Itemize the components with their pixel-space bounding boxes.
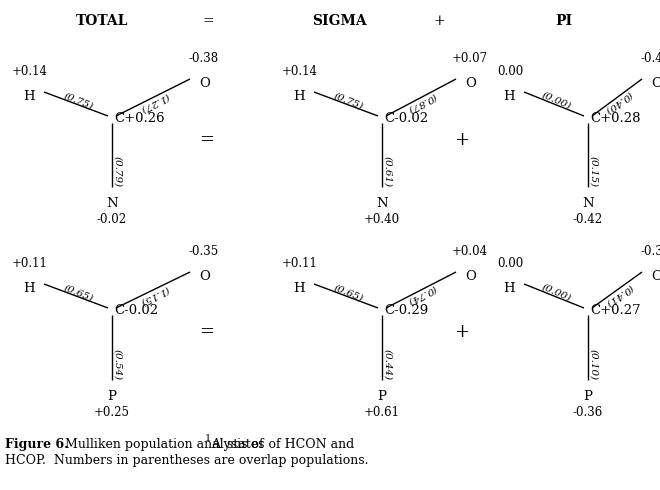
Text: O: O [199,270,210,283]
Text: P: P [583,390,593,403]
Text: TOTAL: TOTAL [76,14,129,28]
Text: C-0.29: C-0.29 [384,303,428,317]
Text: (0.79): (0.79) [112,156,121,188]
Text: =: = [199,323,214,341]
Text: (0.61): (0.61) [383,156,391,188]
Text: (0.74): (0.74) [406,284,438,306]
Text: -0.35: -0.35 [189,245,219,258]
Text: +: + [455,131,469,149]
Text: C+0.26: C+0.26 [114,112,164,124]
Text: (0.54): (0.54) [112,349,121,380]
Text: -0.02: -0.02 [97,213,127,226]
Text: PI: PI [556,14,573,28]
Text: (0.75): (0.75) [333,91,365,111]
Text: O: O [199,77,210,90]
Text: =: = [199,131,214,149]
Text: (0.15): (0.15) [589,156,597,188]
Text: -0.39: -0.39 [641,245,660,258]
Text: +: + [455,323,469,341]
Text: -0.45: -0.45 [641,52,660,65]
Text: 1: 1 [205,434,211,443]
Text: H: H [504,90,515,103]
Text: +0.25: +0.25 [94,406,130,419]
Text: H: H [294,282,305,295]
Text: +0.04: +0.04 [452,245,488,258]
Text: +0.14: +0.14 [12,65,48,78]
Text: H: H [23,90,35,103]
Text: +0.07: +0.07 [452,52,488,65]
Text: -0.38: -0.38 [189,52,219,65]
Text: +: + [433,14,445,28]
Text: O: O [465,77,476,90]
Text: O: O [651,270,660,283]
Text: N: N [376,197,388,210]
Text: (1.15): (1.15) [138,284,170,306]
Text: N: N [582,197,594,210]
Text: P: P [378,390,387,403]
Text: (0.87): (0.87) [407,91,438,114]
Text: (0.75): (0.75) [63,91,95,111]
Text: (0.40): (0.40) [603,90,634,115]
Text: (0.41): (0.41) [603,282,634,307]
Text: +0.11: +0.11 [282,257,318,270]
Text: +0.61: +0.61 [364,406,400,419]
Text: C-0.02: C-0.02 [384,112,428,124]
Text: Figure 6.: Figure 6. [5,438,69,451]
Text: A′ states of HCON and: A′ states of HCON and [211,438,354,451]
Text: H: H [504,282,515,295]
Text: H: H [23,282,35,295]
Text: (0.65): (0.65) [63,283,95,303]
Text: O: O [651,77,660,90]
Text: -0.36: -0.36 [573,406,603,419]
Text: P: P [108,390,117,403]
Text: O: O [465,270,476,283]
Text: +0.11: +0.11 [12,257,48,270]
Text: (0.44): (0.44) [383,349,391,380]
Text: +0.40: +0.40 [364,213,400,226]
Text: (1.27): (1.27) [138,92,170,114]
Text: SIGMA: SIGMA [313,14,367,28]
Text: (0.65): (0.65) [333,283,365,303]
Text: H: H [294,90,305,103]
Text: =: = [202,14,214,28]
Text: HCOP.  Numbers in parentheses are overlap populations.: HCOP. Numbers in parentheses are overlap… [5,454,368,467]
Text: -0.42: -0.42 [573,213,603,226]
Text: C+0.28: C+0.28 [590,112,640,124]
Text: (0.00): (0.00) [541,91,573,111]
Text: (0.00): (0.00) [541,283,573,303]
Text: 0.00: 0.00 [497,65,523,78]
Text: +0.14: +0.14 [282,65,318,78]
Text: (0.10): (0.10) [589,349,597,380]
Text: C-0.02: C-0.02 [114,303,158,317]
Text: 0.00: 0.00 [497,257,523,270]
Text: Mulliken population analysis of: Mulliken population analysis of [57,438,267,451]
Text: N: N [106,197,118,210]
Text: C+0.27: C+0.27 [590,303,641,317]
